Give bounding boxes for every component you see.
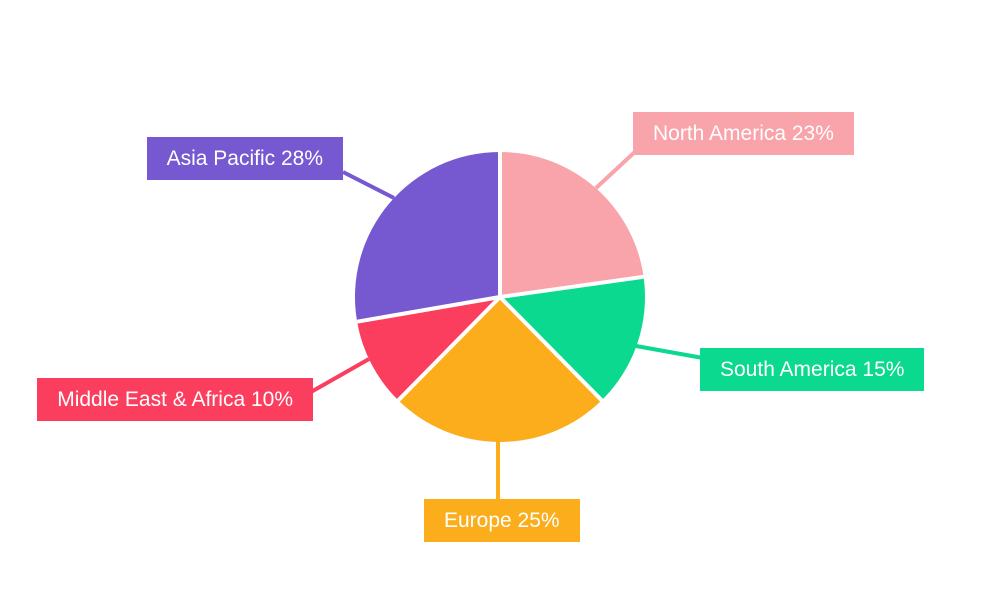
pie-slice-north-america[interactable] xyxy=(500,152,644,297)
slice-separator xyxy=(498,295,604,402)
pie-label-asia-pacific: Asia Pacific 28% xyxy=(146,137,343,180)
pie-label-middle-east-africa: Middle East & Africa 10% xyxy=(37,378,313,421)
pie-label-europe: Europe 25% xyxy=(424,499,580,542)
leader-line-north-america xyxy=(594,148,639,190)
slice-separator xyxy=(356,295,501,324)
pie-slice-europe[interactable] xyxy=(398,297,602,442)
slice-separator xyxy=(396,295,502,402)
slice-separator xyxy=(499,274,644,299)
leader-line-middle-east-africa xyxy=(310,357,370,394)
pie-label-north-america: North America 23% xyxy=(633,112,854,155)
leader-line-asia-pacific xyxy=(342,170,395,200)
pie-slice-asia-pacific[interactable] xyxy=(354,151,500,322)
pie-label-south-america: South America 15% xyxy=(700,348,925,391)
pie-slice-middle-east-africa[interactable] xyxy=(357,297,500,401)
leader-line-south-america xyxy=(635,344,704,360)
pie-slice-south-america[interactable] xyxy=(500,276,646,401)
